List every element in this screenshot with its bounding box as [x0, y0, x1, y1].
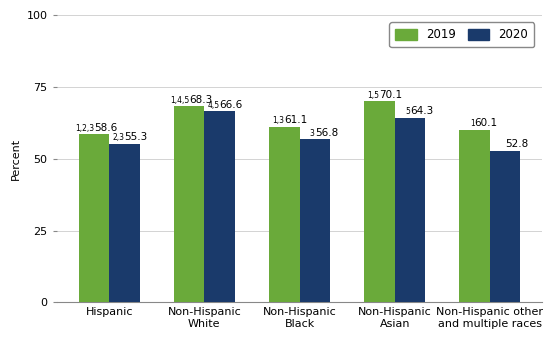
Text: 68.3: 68.3 — [189, 95, 212, 105]
Bar — [490, 151, 520, 302]
Text: 55.3: 55.3 — [124, 132, 148, 142]
Text: 1,4,5: 1,4,5 — [170, 96, 189, 105]
Bar — [79, 134, 109, 302]
Text: 1,2,3: 1,2,3 — [75, 124, 94, 133]
Text: 5: 5 — [405, 107, 410, 116]
Text: 2,3: 2,3 — [113, 133, 124, 142]
Text: 4,5: 4,5 — [207, 101, 220, 109]
Bar — [204, 111, 235, 302]
Text: 70.1: 70.1 — [380, 89, 403, 100]
Bar — [300, 139, 330, 302]
Bar — [364, 101, 395, 302]
Bar — [459, 130, 490, 302]
Text: 3: 3 — [310, 129, 315, 138]
Text: 56.8: 56.8 — [315, 128, 338, 138]
Legend: 2019, 2020: 2019, 2020 — [389, 22, 534, 47]
Text: 1,3: 1,3 — [272, 116, 284, 125]
Bar — [269, 127, 300, 302]
Text: 52.8: 52.8 — [505, 139, 528, 149]
Bar — [109, 143, 139, 302]
Bar — [395, 118, 425, 302]
Text: 61.1: 61.1 — [284, 116, 307, 125]
Text: 66.6: 66.6 — [220, 100, 243, 109]
Text: 60.1: 60.1 — [474, 118, 498, 128]
Text: 1: 1 — [470, 119, 474, 128]
Bar — [174, 106, 204, 302]
Text: 1,5: 1,5 — [367, 90, 380, 100]
Text: 64.3: 64.3 — [410, 106, 433, 116]
Y-axis label: Percent: Percent — [11, 138, 21, 180]
Text: 58.6: 58.6 — [94, 123, 117, 133]
